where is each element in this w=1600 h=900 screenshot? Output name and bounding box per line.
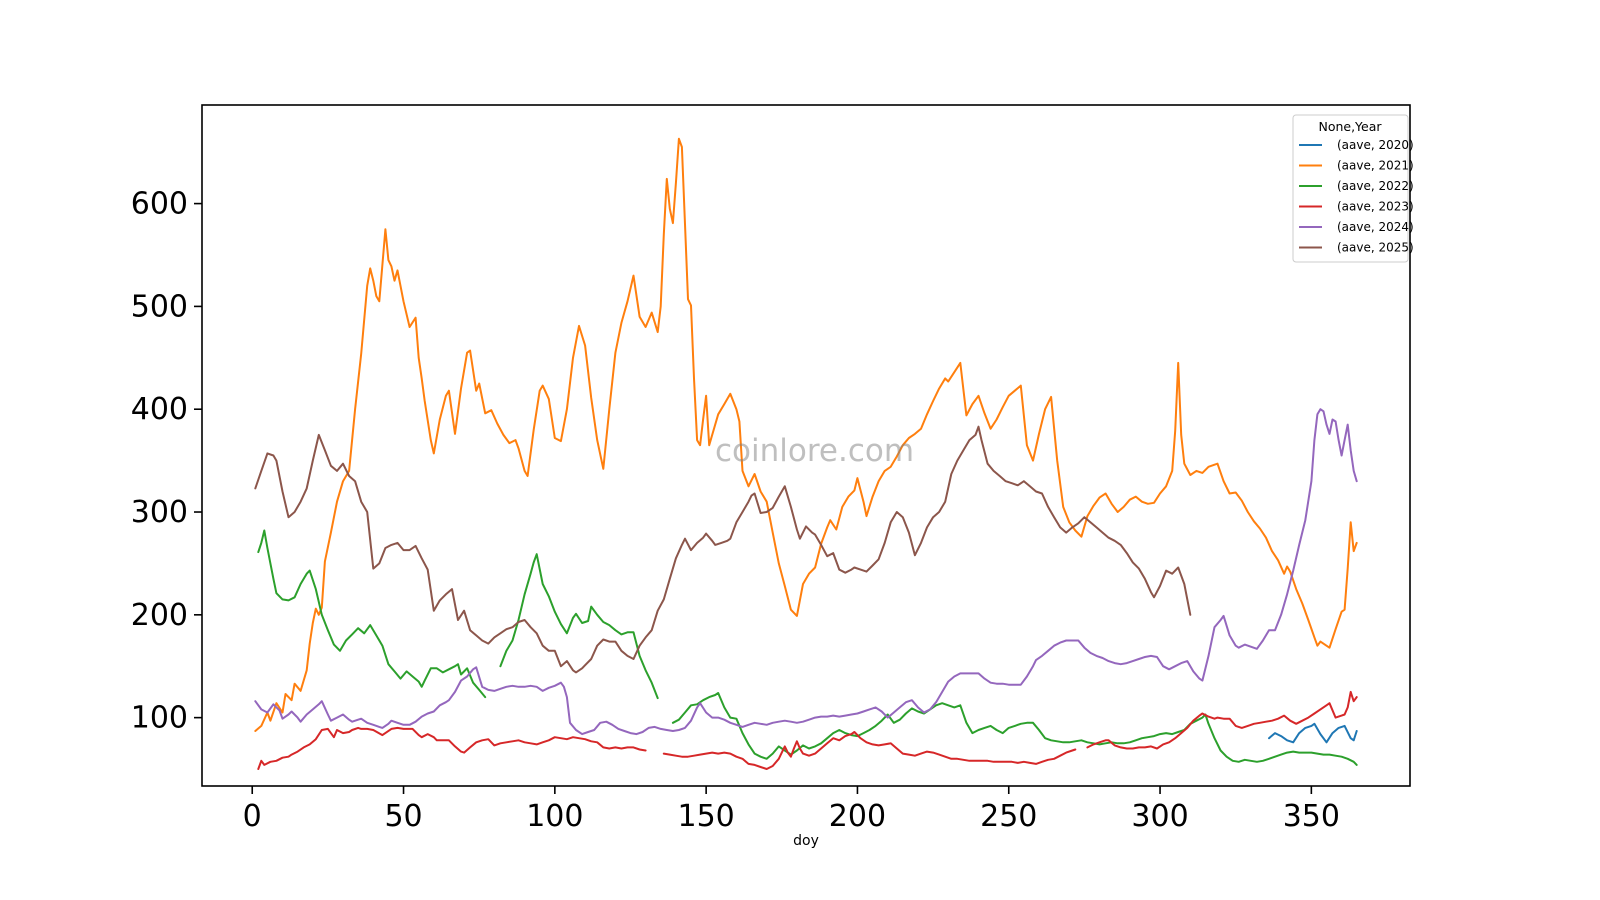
x-tick-label: 200 [829,799,886,834]
y-axis: 100 200 300 400 500 600 [131,187,202,736]
x-tick-label: 350 [1283,799,1340,834]
series-line-aave-2021 [254,137,1358,732]
x-tick-label: 300 [1131,799,1188,834]
legend-label: (aave, 2025) [1337,241,1414,255]
x-tick-label: 250 [980,799,1037,834]
y-tick-label: 500 [131,289,188,324]
legend: None,Year (aave, 2020)(aave, 2021)(aave,… [1292,114,1414,263]
series-line-aave-2020 [1268,722,1358,744]
x-tick-label: 100 [526,799,583,834]
y-tick-label: 200 [131,598,188,633]
x-tick-label: 50 [384,799,422,834]
legend-label: (aave, 2023) [1337,200,1414,214]
legend-title: None,Year [1318,119,1382,134]
x-axis: 0 50 100 150 200 250 300 350 [243,786,1340,834]
y-tick-label: 400 [131,392,188,427]
series-line-aave-2022 [499,553,659,700]
legend-label: (aave, 2021) [1337,159,1414,173]
watermark: coinlore.com [715,433,914,469]
series-line-aave-2022 [671,692,1358,766]
legend-label: (aave, 2022) [1337,179,1414,193]
series-line-aave-2023 [257,726,647,770]
plot-border [201,104,1411,787]
legend-label: (aave, 2020) [1337,138,1414,152]
x-tick-label: 150 [678,799,735,834]
legend-entries: (aave, 2020) (aave, 2021) (aave, 2022) (aav… [1299,138,1414,255]
x-axis-label: doy [793,833,819,849]
y-tick-label: 300 [131,495,188,530]
legend-label: (aave, 2024) [1337,220,1414,234]
series-line-aave-2023 [1086,690,1358,750]
series-layer [254,137,1358,770]
series-line-aave-2025 [254,425,1192,674]
series-line-aave-2024 [254,408,1358,736]
series-line-aave-2022 [257,529,487,699]
legend-box [1292,114,1409,263]
y-tick-label: 600 [131,187,188,222]
y-tick-label: 100 [131,701,188,736]
series-line-aave-2023 [662,731,1077,770]
x-tick-label: 0 [243,799,262,834]
